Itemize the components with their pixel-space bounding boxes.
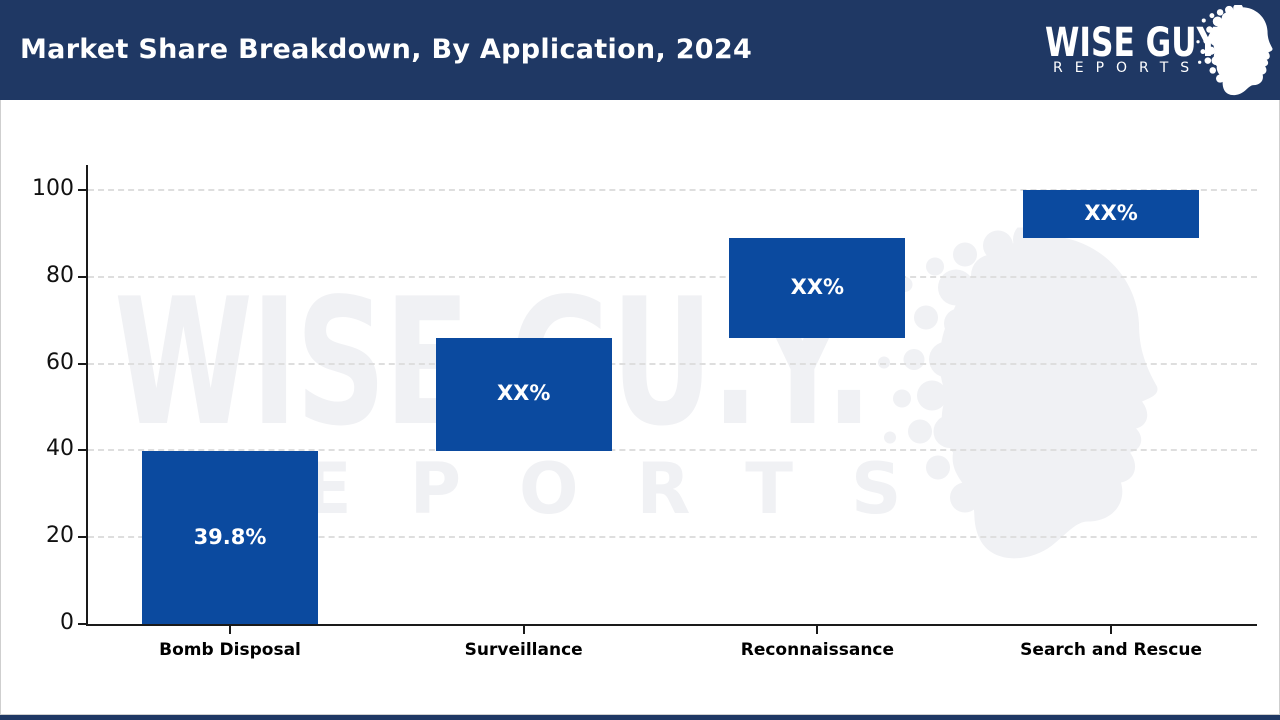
logo-head-icon: [1192, 5, 1276, 99]
y-gridline: [88, 536, 1257, 539]
x-category-label: Reconnaissance: [740, 640, 895, 660]
x-tick: [1110, 626, 1113, 634]
y-tick: [78, 623, 88, 625]
y-tick: [78, 536, 88, 539]
y-gridline: [88, 189, 1257, 191]
bar: XX%: [729, 237, 906, 338]
report-header: Market Share Breakdown, By Application, …: [0, 0, 1280, 100]
x-category-label: Search and Rescue: [1020, 640, 1203, 660]
y-tick: [78, 275, 88, 278]
bar: XX%: [435, 337, 612, 452]
bar-value-label: XX%: [496, 381, 551, 406]
bar: 39.8%: [142, 451, 318, 624]
y-tick-label: 20: [46, 523, 74, 549]
y-tick-label: 60: [46, 349, 74, 375]
y-tick-label: 40: [46, 436, 74, 462]
footer-strip: [0, 715, 1280, 720]
y-tick: [78, 362, 88, 365]
x-tick: [229, 626, 231, 634]
y-tick-label: 0: [60, 610, 74, 635]
x-axis-line: [86, 624, 1257, 626]
x-category-label: Bomb Disposal: [159, 640, 301, 660]
page-title: Market Share Breakdown, By Application, …: [20, 34, 753, 65]
y-gridline: [88, 362, 1257, 365]
y-tick-label: 100: [32, 176, 74, 201]
x-tick: [816, 626, 819, 634]
x-tick: [522, 626, 525, 634]
logo-reports-text: REPORTS: [1053, 60, 1202, 76]
bar-value-label: XX%: [1084, 200, 1138, 225]
x-category-label: Surveillance: [464, 640, 583, 660]
y-gridline: [88, 449, 1257, 452]
y-tick: [78, 449, 88, 452]
y-gridline: [88, 275, 1257, 278]
y-tick: [78, 189, 88, 191]
logo-wordmark: WISE GUY: [1045, 20, 1220, 66]
y-axis-line: [86, 165, 88, 626]
bar-value-label: XX%: [790, 274, 845, 299]
bar: XX%: [1023, 190, 1200, 238]
bar-value-label: 39.8%: [193, 524, 267, 549]
y-tick-label: 80: [46, 262, 74, 288]
